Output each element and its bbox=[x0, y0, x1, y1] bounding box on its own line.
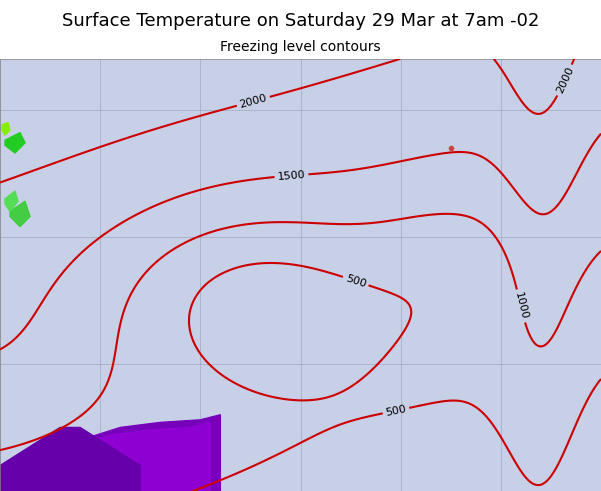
Text: 2000: 2000 bbox=[554, 65, 575, 95]
Text: 2000: 2000 bbox=[239, 93, 268, 110]
Text: Surface Temperature on Saturday 29 Mar at 7am -02: Surface Temperature on Saturday 29 Mar a… bbox=[62, 12, 539, 29]
Polygon shape bbox=[2, 122, 10, 135]
Polygon shape bbox=[10, 201, 30, 227]
Text: 500: 500 bbox=[385, 404, 407, 418]
Polygon shape bbox=[5, 133, 25, 153]
Polygon shape bbox=[0, 428, 140, 491]
Text: 500: 500 bbox=[344, 273, 367, 289]
Text: 1000: 1000 bbox=[513, 291, 529, 321]
Text: 1500: 1500 bbox=[277, 169, 306, 182]
Polygon shape bbox=[5, 191, 18, 212]
Polygon shape bbox=[0, 422, 210, 491]
Text: Freezing level contours: Freezing level contours bbox=[220, 40, 381, 54]
Polygon shape bbox=[0, 415, 221, 491]
